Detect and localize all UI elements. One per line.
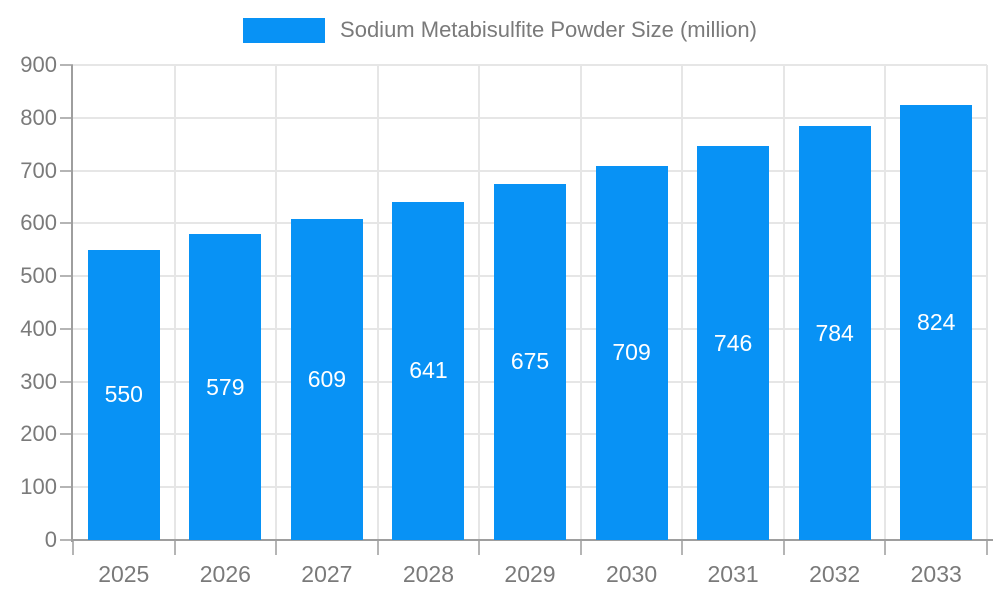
y-axis-tick (60, 539, 73, 541)
gridline-x (884, 65, 887, 540)
bar-value-label: 709 (612, 339, 651, 366)
x-axis-label: 2033 (910, 561, 962, 587)
x-axis-label: 2030 (605, 561, 658, 587)
x-axis-tick (376, 540, 379, 555)
x-axis-line (71, 539, 993, 541)
y-axis-label: 500 (20, 263, 57, 289)
x-axis-label: 2028 (402, 561, 455, 587)
gridline-x (376, 65, 379, 540)
y-axis-tick (60, 116, 73, 119)
y-axis-tick (60, 380, 73, 383)
gridline-x (986, 65, 988, 540)
legend-swatch (243, 17, 326, 43)
y-axis-tick (60, 64, 73, 66)
y-axis-tick (60, 327, 73, 330)
gridline-x (275, 65, 278, 540)
legend-label: Sodium Metabisulfite Powder Size (millio… (340, 17, 757, 42)
y-axis-label: 800 (20, 104, 57, 130)
x-axis-label: 2026 (199, 561, 251, 587)
y-axis-tick (60, 275, 73, 278)
bar-value-label: 641 (409, 357, 448, 384)
bar-2027[interactable]: 609 (290, 218, 363, 540)
bar-2029[interactable]: 675 (494, 183, 566, 540)
x-axis-tick (681, 540, 684, 555)
x-axis-tick (782, 540, 785, 555)
bar-2025[interactable]: 550 (87, 249, 160, 540)
bar-2028[interactable]: 641 (392, 201, 465, 540)
x-axis-tick (173, 540, 176, 555)
y-axis-label: 0 (44, 527, 57, 552)
bar-2032[interactable]: 784 (798, 126, 871, 540)
bar-2030[interactable]: 709 (595, 165, 668, 540)
y-axis-tick (60, 433, 73, 436)
bar-value-label: 675 (510, 348, 550, 375)
x-axis-label: 2025 (98, 561, 150, 587)
bar-2026[interactable]: 579 (189, 234, 262, 540)
x-axis-tick (579, 540, 582, 555)
gridline-y (73, 64, 987, 66)
bar-2033[interactable]: 824 (900, 105, 973, 540)
x-axis-label: 2031 (707, 561, 759, 587)
y-axis-label: 200 (20, 421, 57, 447)
y-axis-line (71, 65, 73, 542)
bar-value-label: 579 (206, 373, 245, 400)
y-axis-tick (60, 222, 73, 225)
y-axis-label: 600 (20, 210, 57, 236)
x-axis-label: 2032 (809, 561, 861, 587)
x-axis-tick (72, 540, 74, 555)
x-axis-label: 2029 (504, 561, 556, 587)
gridline-x (173, 65, 176, 540)
y-axis-label: 900 (20, 52, 57, 77)
gridline-x (579, 65, 582, 540)
y-axis-tick (60, 486, 73, 489)
y-axis-label: 700 (20, 157, 57, 183)
legend[interactable]: Sodium Metabisulfite Powder Size (millio… (0, 17, 1000, 43)
bar-value-label: 609 (307, 365, 347, 392)
bar-value-label: 824 (917, 309, 956, 336)
y-axis-label: 300 (20, 368, 57, 394)
bar-value-label: 550 (104, 381, 143, 408)
x-axis-tick (478, 540, 481, 555)
bar-value-label: 746 (713, 329, 753, 356)
y-axis-label: 100 (20, 474, 57, 500)
bar-value-label: 784 (815, 319, 854, 346)
x-axis-tick (275, 540, 278, 555)
gridline-y (73, 169, 987, 172)
x-axis-tick (884, 540, 887, 555)
y-axis-label: 400 (20, 315, 57, 341)
gridline-x (478, 65, 481, 540)
gridline-x (782, 65, 785, 540)
gridline-y (73, 116, 987, 119)
gridline-x (681, 65, 684, 540)
x-axis-tick (986, 540, 988, 555)
bar-2031[interactable]: 746 (697, 146, 770, 540)
x-axis-label: 2027 (301, 561, 353, 587)
y-axis-tick (60, 169, 73, 172)
